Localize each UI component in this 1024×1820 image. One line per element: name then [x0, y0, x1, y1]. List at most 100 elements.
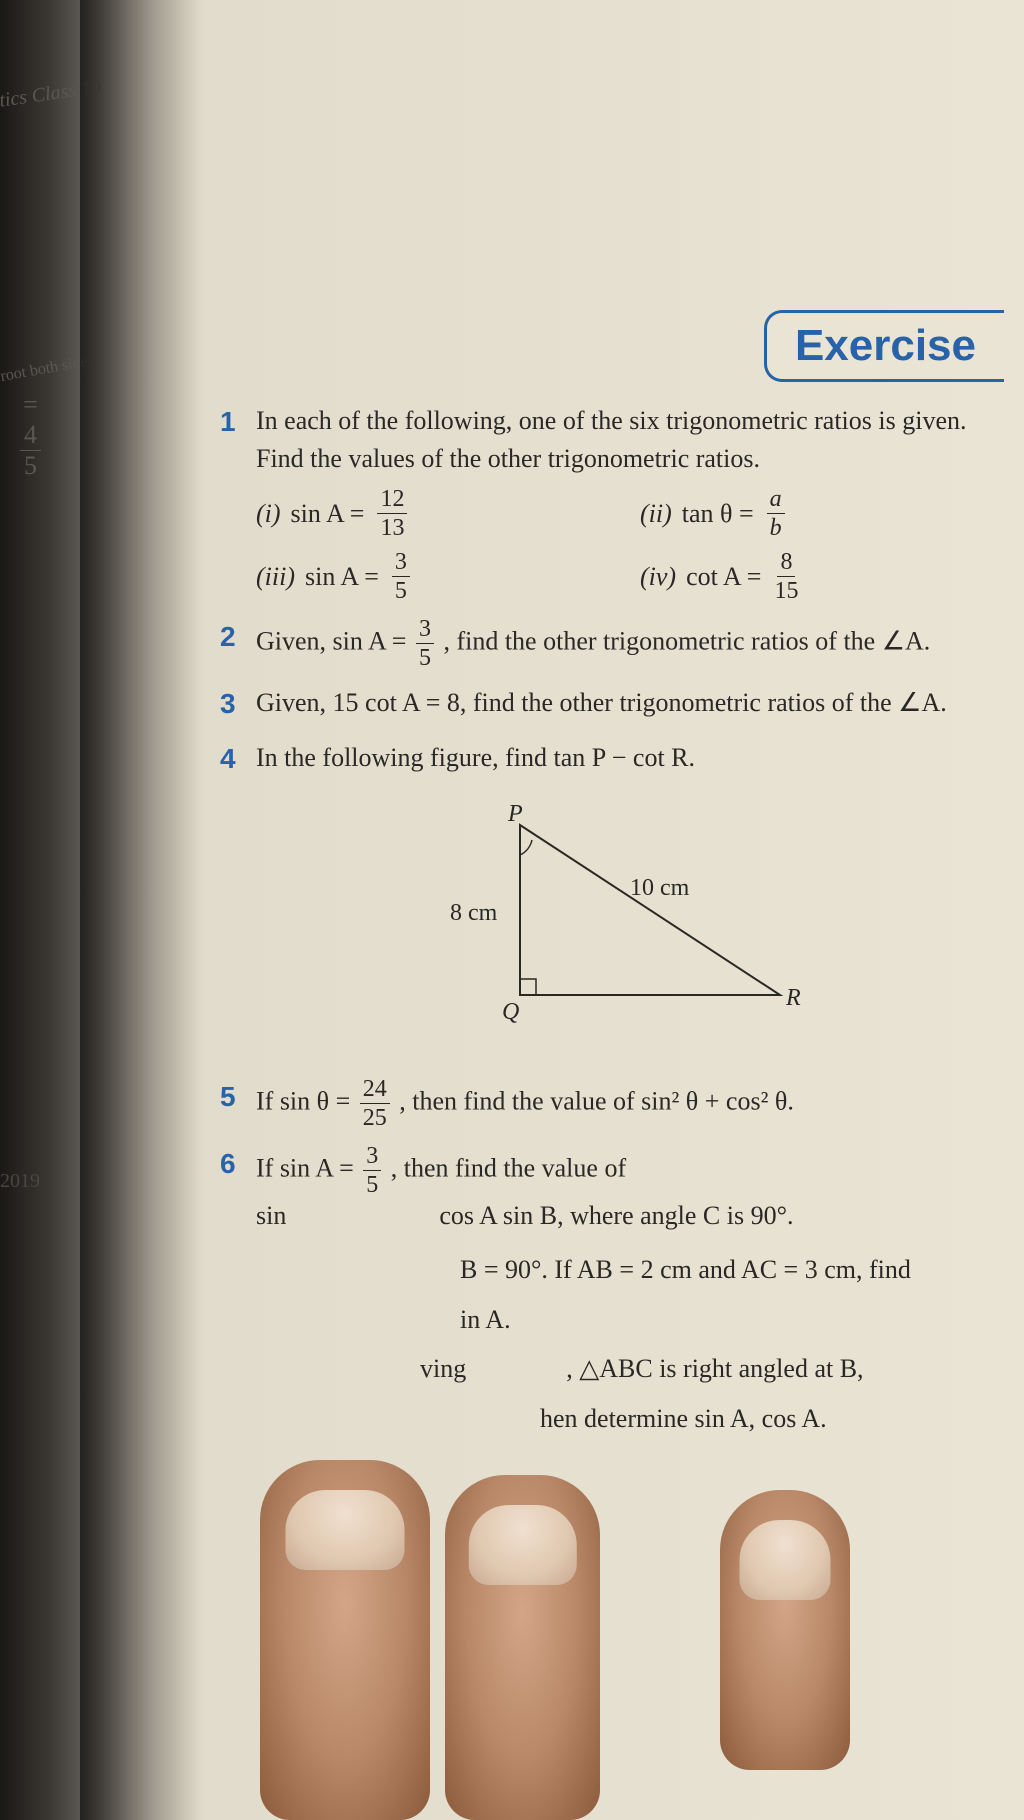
fingernail: [286, 1490, 405, 1570]
problem-number: 2: [220, 617, 256, 670]
frac-num: 12: [377, 487, 407, 514]
subpart-label: (iv): [640, 558, 676, 596]
frac-num: 8: [777, 550, 795, 577]
fraction: 3 5: [416, 617, 434, 670]
subparts-grid: (i) sin A = 12 13 (ii) tan θ = a: [256, 487, 1004, 603]
fraction: a b: [767, 487, 785, 540]
frac-den: 5: [366, 1171, 378, 1197]
triangle-svg: P Q R 8 cm 10 cm: [440, 795, 820, 1035]
obscured-line: hen determine sin A, cos A.: [220, 1400, 1004, 1438]
page-content: Exercise 1 In each of the following, one…: [200, 0, 1024, 1490]
right-angle-mark: [520, 979, 536, 995]
thumb-obstruction: [720, 1490, 850, 1770]
obscured-line: B = 90°. If AB = 2 cm and AC = 3 cm, fin…: [220, 1251, 1004, 1289]
book-spine: [0, 0, 80, 1820]
problem-number: 4: [220, 739, 256, 1063]
subpart-label: (iii): [256, 558, 295, 596]
frac-num: 24: [360, 1077, 390, 1104]
subpart-i: (i) sin A = 12 13: [256, 487, 620, 540]
frac-num: a: [767, 487, 785, 514]
thumb-obstruction: [260, 1460, 430, 1820]
problem-number: 1: [220, 402, 256, 603]
frac-den: 25: [363, 1104, 387, 1130]
subpart-label: (i): [256, 495, 281, 533]
fraction: 24 25: [360, 1077, 390, 1130]
problem-body: Given, sin A = 3 5 , find the other trig…: [256, 617, 1004, 670]
vertex-r-label: R: [785, 985, 801, 1011]
fingernail: [468, 1505, 577, 1585]
side-pq-label: 8 cm: [450, 900, 498, 926]
problem-body: In each of the following, one of the six…: [256, 402, 1004, 603]
angle-p-arc: [520, 840, 532, 855]
fingernail: [740, 1520, 831, 1600]
obscured-text: in A.: [460, 1301, 511, 1339]
problem-body: Given, 15 cot A = 8, find the other trig…: [256, 684, 1004, 725]
obscured-line: in A.: [220, 1301, 1004, 1339]
subpart-lhs: sin A =: [305, 558, 379, 596]
binding-shadow: [80, 0, 200, 1820]
text-after: , then find the value of: [391, 1154, 626, 1183]
vertex-p-label: P: [507, 801, 523, 827]
subpart-iii: (iii) sin A = 3 5: [256, 550, 620, 603]
frac-num: 3: [392, 550, 410, 577]
frac-num: 3: [363, 1144, 381, 1171]
frac-den: b: [770, 514, 782, 540]
subpart-ii: (ii) tan θ = a b: [640, 487, 1004, 540]
problem-body: If sin A = 3 5 , then find the value of …: [256, 1144, 1004, 1235]
side-pr-label: 10 cm: [630, 875, 690, 901]
problem-text: Given, 15 cot A = 8, find the other trig…: [256, 688, 947, 717]
line2-after: cos A sin B, where angle C is 90°.: [439, 1201, 793, 1230]
text-before: If sin A =: [256, 1154, 360, 1183]
frac-num: 3: [416, 617, 434, 644]
vertex-q-label: Q: [502, 999, 519, 1025]
triangle-outline: [520, 825, 780, 995]
problem-list: 1 In each of the following, one of the s…: [220, 382, 1004, 1438]
problem-number: 6: [220, 1144, 256, 1235]
exercise-heading-box: Exercise: [764, 310, 1004, 382]
subpart-label: (ii): [640, 495, 672, 533]
problem-5: 5 If sin θ = 24 25 , then find the value…: [220, 1077, 1004, 1130]
subpart-lhs: tan θ =: [682, 495, 754, 533]
obscured-text: , △ABC is right angled at B,: [566, 1350, 863, 1388]
fraction: 12 13: [377, 487, 407, 540]
subpart-iv: (iv) cot A = 8 15: [640, 550, 1004, 603]
prev-page-year: 2019: [0, 1170, 40, 1193]
obscured-text: ving: [420, 1350, 466, 1388]
obscured-text: hen determine sin A, cos A.: [540, 1400, 827, 1438]
prev-frac-den: 5: [24, 451, 37, 480]
problem-number: 5: [220, 1077, 256, 1130]
textbook-page: tics Class 10 root both sides = 4 5 2019…: [0, 0, 1024, 1820]
fraction: 3 5: [392, 550, 410, 603]
problem-text: In the following figure, find tan P − co…: [256, 743, 695, 772]
line2-before: sin: [256, 1201, 286, 1230]
obscured-line: ving , △ABC is right angled at B,: [220, 1350, 1004, 1388]
subpart-lhs: cot A =: [686, 558, 761, 596]
frac-den: 5: [395, 577, 407, 603]
problem-body: In the following figure, find tan P − co…: [256, 739, 1004, 1063]
obscured-text: B = 90°. If AB = 2 cm and AC = 3 cm, fin…: [460, 1251, 911, 1289]
triangle-figure: P Q R 8 cm 10 cm: [440, 795, 820, 1046]
frac-den: 13: [380, 514, 404, 540]
frac-den: 15: [774, 577, 798, 603]
prev-page-fraction: = 4 5: [20, 390, 41, 481]
problem-4: 4 In the following figure, find tan P − …: [220, 739, 1004, 1063]
problem-text: In each of the following, one of the six…: [256, 406, 967, 473]
problem-2: 2 Given, sin A = 3 5 , find the other tr…: [220, 617, 1004, 670]
text-before: If sin θ =: [256, 1087, 357, 1116]
text-after: , find the other trigonometric ratios of…: [443, 627, 930, 656]
problem-6: 6 If sin A = 3 5 , then find the value o…: [220, 1144, 1004, 1235]
exercise-heading: Exercise: [795, 321, 976, 370]
problem-1: 1 In each of the following, one of the s…: [220, 402, 1004, 603]
fraction: 3 5: [363, 1144, 381, 1197]
text-after: , then find the value of sin² θ + cos² θ…: [399, 1087, 794, 1116]
partially-obscured-problems: B = 90°. If AB = 2 cm and AC = 3 cm, fin…: [220, 1251, 1004, 1438]
text-before: Given, sin A =: [256, 627, 413, 656]
frac-den: 5: [419, 644, 431, 670]
thumb-obstruction: [445, 1475, 600, 1820]
problem-body: If sin θ = 24 25 , then find the value o…: [256, 1077, 1004, 1130]
fraction: 8 15: [774, 550, 798, 603]
subpart-lhs: sin A =: [291, 495, 365, 533]
problem-number: 3: [220, 684, 256, 725]
problem-3: 3 Given, 15 cot A = 8, find the other tr…: [220, 684, 1004, 725]
prev-frac-num: 4: [20, 420, 41, 451]
